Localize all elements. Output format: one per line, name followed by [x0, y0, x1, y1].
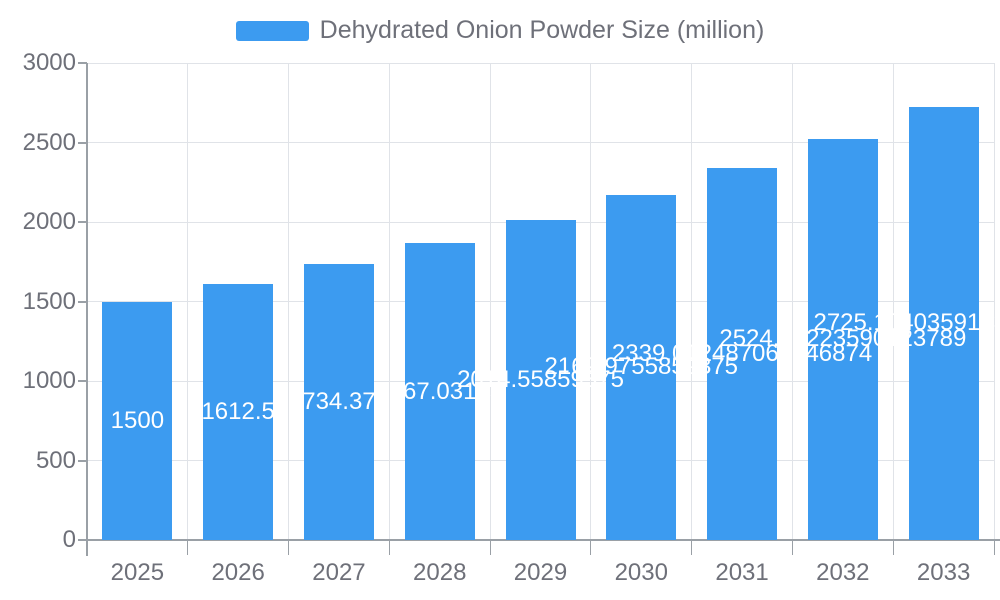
x-axis-tick	[187, 540, 189, 555]
x-axis-label: 2025	[110, 559, 165, 586]
x-axis-tick	[86, 540, 88, 555]
y-axis-tick	[78, 380, 87, 382]
x-axis-label: 2027	[312, 559, 366, 586]
bar-value-label: 1867.03125	[376, 377, 504, 405]
x-axis-label: 2030	[614, 559, 668, 586]
x-axis-tick	[791, 540, 793, 555]
gridline-vertical	[590, 63, 592, 540]
y-axis-tick	[78, 300, 87, 303]
bar-value-label: 1734.375	[288, 388, 389, 416]
bar-value-label: 1612.5	[201, 397, 275, 425]
x-axis-tick	[288, 540, 290, 555]
gridline-vertical	[892, 63, 894, 540]
gridline-vertical	[691, 63, 693, 540]
legend-label: Dehydrated Onion Powder Size (million)	[319, 16, 765, 44]
y-axis-label: 2000	[22, 208, 76, 235]
x-axis-tick	[892, 540, 894, 555]
gridline-vertical	[388, 63, 390, 540]
gridline-vertical	[791, 63, 793, 540]
bar[interactable]	[203, 283, 274, 540]
x-axis-tick	[993, 540, 995, 555]
y-axis-tick	[78, 459, 87, 462]
bar-value-label: 2524.91223590123789	[719, 325, 967, 353]
y-axis-tick	[78, 221, 87, 223]
x-axis-label: 2029	[513, 559, 568, 586]
gridline-horizontal	[87, 62, 994, 64]
legend: Dehydrated Onion Powder Size (million)	[0, 16, 1000, 45]
bar[interactable]	[807, 138, 878, 540]
y-axis-label: 3000	[22, 49, 76, 76]
bar[interactable]	[404, 243, 475, 540]
y-axis-label: 0	[62, 526, 76, 553]
gridline-vertical	[187, 63, 189, 540]
x-axis-label: 2031	[715, 559, 769, 586]
x-axis-tick	[388, 540, 390, 555]
x-axis-tick	[590, 540, 592, 555]
gridline-vertical	[288, 63, 290, 540]
legend-item[interactable]: Dehydrated Onion Powder Size (million)	[235, 16, 765, 45]
x-axis-label: 2032	[816, 559, 870, 586]
bar[interactable]	[606, 194, 677, 540]
gridline-vertical	[993, 63, 995, 540]
bar-value-label: 2014.55859375	[457, 365, 624, 393]
y-axis-label: 1500	[22, 287, 76, 315]
x-axis-tick	[691, 540, 693, 555]
y-axis-tick	[78, 62, 87, 64]
x-axis	[78, 539, 1000, 541]
bar[interactable]	[505, 219, 576, 540]
y-axis	[86, 63, 88, 556]
x-axis-label: 2028	[413, 559, 467, 586]
x-axis-label: 2033	[916, 559, 971, 586]
y-axis-tick	[78, 141, 87, 144]
bar-value-label: 2725.104035913378906	[813, 309, 1000, 337]
bar[interactable]	[102, 301, 173, 540]
y-axis-label: 500	[35, 446, 76, 474]
bar[interactable]	[707, 168, 778, 540]
y-axis-label: 2500	[22, 128, 76, 156]
bar[interactable]	[908, 106, 979, 540]
x-axis-label: 2026	[211, 559, 265, 586]
x-axis-tick	[489, 540, 491, 555]
bar-value-label: 2169.9755859375	[544, 353, 739, 381]
gridline-horizontal	[87, 142, 994, 143]
bar-value-label: 2339.012487060546874	[611, 340, 873, 368]
bar-value-label: 1500	[110, 406, 165, 434]
legend-swatch-icon	[235, 20, 309, 41]
bar[interactable]	[303, 264, 374, 540]
gridline-vertical	[489, 63, 491, 540]
y-axis-tick	[78, 539, 87, 541]
y-axis-label: 1000	[22, 367, 76, 394]
